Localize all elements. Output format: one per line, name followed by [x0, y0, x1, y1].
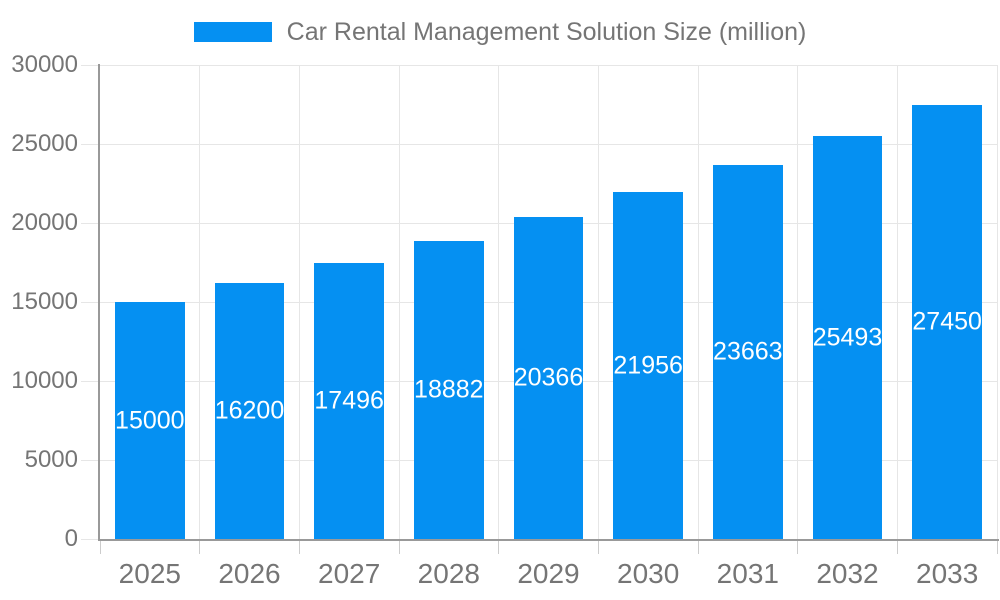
x-axis-tick — [498, 541, 500, 554]
y-axis-tick — [81, 301, 98, 303]
x-axis-tick — [298, 541, 300, 554]
x-axis-tick — [597, 541, 599, 554]
x-tick-label: 2029 — [517, 558, 580, 589]
bar-value-label: 18882 — [414, 375, 484, 404]
gridline-vertical — [697, 65, 699, 539]
bar: 16200 — [214, 283, 285, 539]
y-tick-label: 10000 — [11, 367, 78, 394]
gridline-vertical — [199, 65, 201, 539]
bar: 27450 — [912, 105, 983, 539]
gridline-vertical — [597, 65, 599, 539]
x-axis-line — [98, 539, 999, 541]
bar: 25493 — [812, 136, 883, 539]
gridline-horizontal — [100, 143, 997, 145]
y-axis-line — [98, 64, 100, 541]
y-axis-tick — [81, 538, 98, 540]
bar: 21956 — [613, 192, 684, 539]
legend-item[interactable]: Car Rental Management Solution Size (mil… — [193, 17, 807, 47]
gridline-vertical — [498, 65, 500, 539]
bar-value-label: 27450 — [912, 307, 982, 336]
bar: 17496 — [314, 262, 385, 539]
y-tick-label: 0 — [64, 525, 78, 552]
x-tick-label: 2026 — [218, 558, 281, 589]
x-tick-label: 2027 — [318, 558, 381, 589]
bar: 18882 — [413, 240, 484, 539]
x-axis-tick — [99, 541, 101, 554]
bar: 15000 — [114, 302, 185, 539]
y-axis-tick — [81, 143, 98, 145]
gridline-vertical — [896, 65, 898, 539]
bar-value-label: 23663 — [713, 337, 783, 366]
bar-value-label: 25493 — [812, 323, 883, 352]
x-tick-label: 2033 — [916, 558, 979, 589]
y-axis-tick — [81, 222, 98, 224]
x-axis-tick — [199, 541, 201, 554]
y-tick-label: 20000 — [11, 209, 78, 236]
y-tick-label: 15000 — [11, 288, 78, 315]
bar: 20366 — [513, 217, 584, 539]
legend-label: Car Rental Management Solution Size (mil… — [286, 18, 807, 46]
gridline-vertical — [996, 65, 998, 539]
x-tick-label: 2028 — [417, 558, 480, 589]
gridline-vertical — [298, 65, 300, 539]
y-tick-label: 25000 — [11, 130, 78, 157]
x-axis-tick — [697, 541, 699, 554]
bar-value-label: 15000 — [115, 406, 185, 434]
y-tick-label: 5000 — [24, 446, 78, 473]
bar-value-label: 17496 — [314, 386, 384, 415]
x-tick-label: 2031 — [716, 558, 779, 589]
y-tick-label: 30000 — [11, 51, 78, 78]
y-axis-tick — [81, 459, 98, 461]
gridline-horizontal — [100, 64, 997, 66]
gridline-vertical — [797, 65, 799, 539]
bar-value-label: 21956 — [613, 351, 683, 380]
y-axis-tick — [81, 380, 98, 382]
x-axis-tick — [996, 541, 998, 554]
bar-value-label: 20366 — [513, 363, 584, 392]
legend-swatch-icon — [193, 22, 272, 42]
bar-value-label: 16200 — [214, 396, 285, 425]
x-tick-label: 2025 — [118, 558, 181, 589]
x-tick-label: 2030 — [617, 558, 680, 589]
x-tick-label: 2032 — [816, 558, 879, 589]
gridline-vertical — [398, 65, 400, 539]
x-axis-tick — [896, 541, 898, 554]
legend: Car Rental Management Solution Size (mil… — [0, 17, 1000, 47]
bar: 23663 — [712, 165, 783, 539]
y-axis-tick — [81, 64, 98, 66]
x-axis-tick — [797, 541, 799, 554]
plot-area: 15000 16200 17496 18882 20366 21956 23663 25493… — [100, 65, 997, 539]
x-axis-tick — [398, 541, 400, 554]
